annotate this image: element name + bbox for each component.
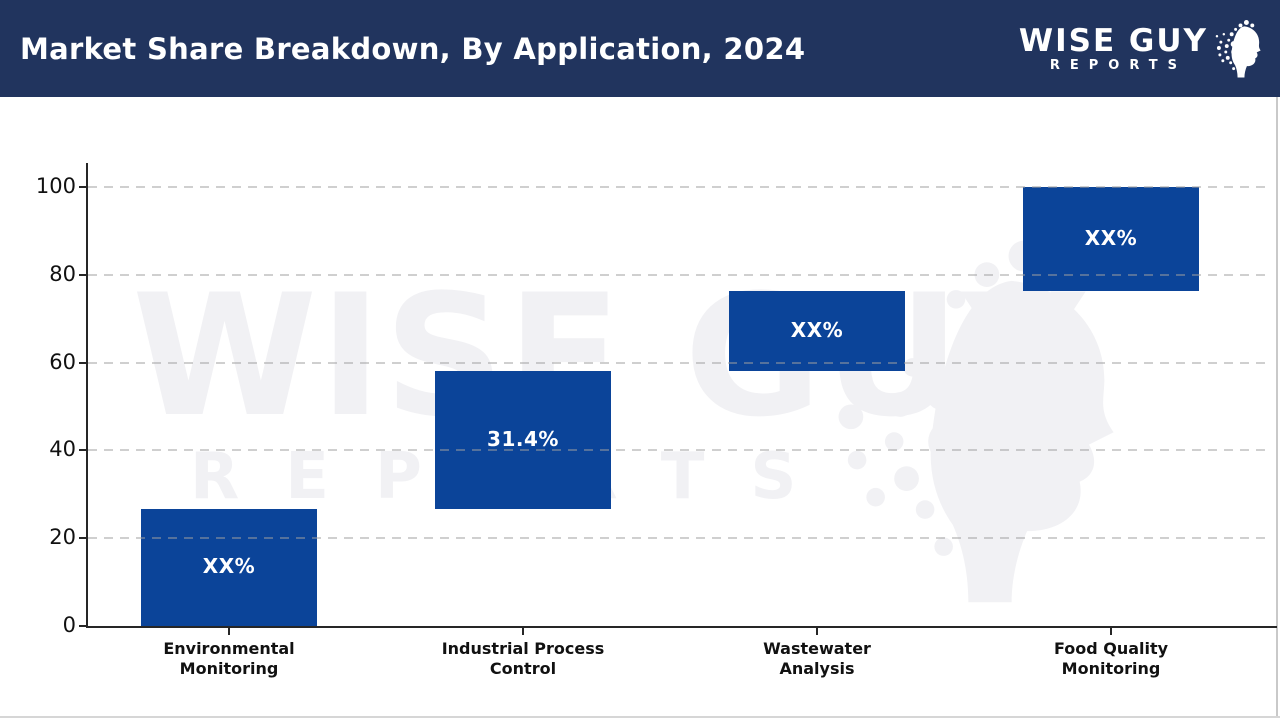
bar-1 [435,370,611,509]
x-category-label: Food Quality Monitoring [1053,639,1169,678]
logo-text: WISE GUY REPORTS [1019,25,1208,74]
bar-0 [141,508,317,626]
logo-face-dots-icon [1215,20,1261,78]
wise-guy-reports-logo: WISE GUY REPORTS [1019,6,1268,92]
x-axis-tick [522,628,524,635]
y-axis-tick [79,361,87,364]
header-bar: Market Share Breakdown, By Application, … [0,0,1280,97]
y-axis-tick-label: 60 [49,349,76,374]
y-axis-tick [79,537,87,540]
content-right-border [1276,97,1278,717]
content-bottom-border [0,716,1280,718]
x-category-label: Industrial Process Control [441,639,605,678]
x-axis-tick [228,628,230,635]
y-axis-tick-label: 80 [49,261,76,286]
chart-title: Market Share Breakdown, By Application, … [20,31,806,66]
bar-value-label: 31.4% [487,426,559,451]
x-axis-tick [1110,628,1112,635]
bar-2 [729,291,905,371]
gridline [88,537,1270,540]
x-axis-tick [816,628,818,635]
x-axis-line [86,626,1277,628]
x-category-label: Wastewater Analysis [763,639,871,678]
watermark-face-dots-icon [830,240,1114,603]
y-axis-tick [79,273,87,276]
bar-value-label: XX% [1084,226,1138,251]
y-axis-tick-label: 100 [35,174,76,198]
gridline [88,449,1270,452]
gridline [88,186,1270,188]
gridline [88,273,1270,276]
bar-value-label: XX% [790,318,844,343]
x-category-label: Environmental Monitoring [163,639,295,678]
y-axis-line [86,163,88,628]
y-axis-tick-label: 0 [62,613,76,637]
logo-brand-subtitle: REPORTS [1049,57,1188,73]
y-axis-tick [79,625,87,627]
bar-value-label: XX% [202,554,256,579]
logo-brand-name: WISE GUY [1018,22,1208,59]
y-axis-tick-label: 40 [49,437,76,462]
y-axis-tick-label: 20 [49,525,76,550]
y-axis-tick [79,449,87,452]
gridline [88,361,1270,364]
y-axis-tick [79,186,87,188]
